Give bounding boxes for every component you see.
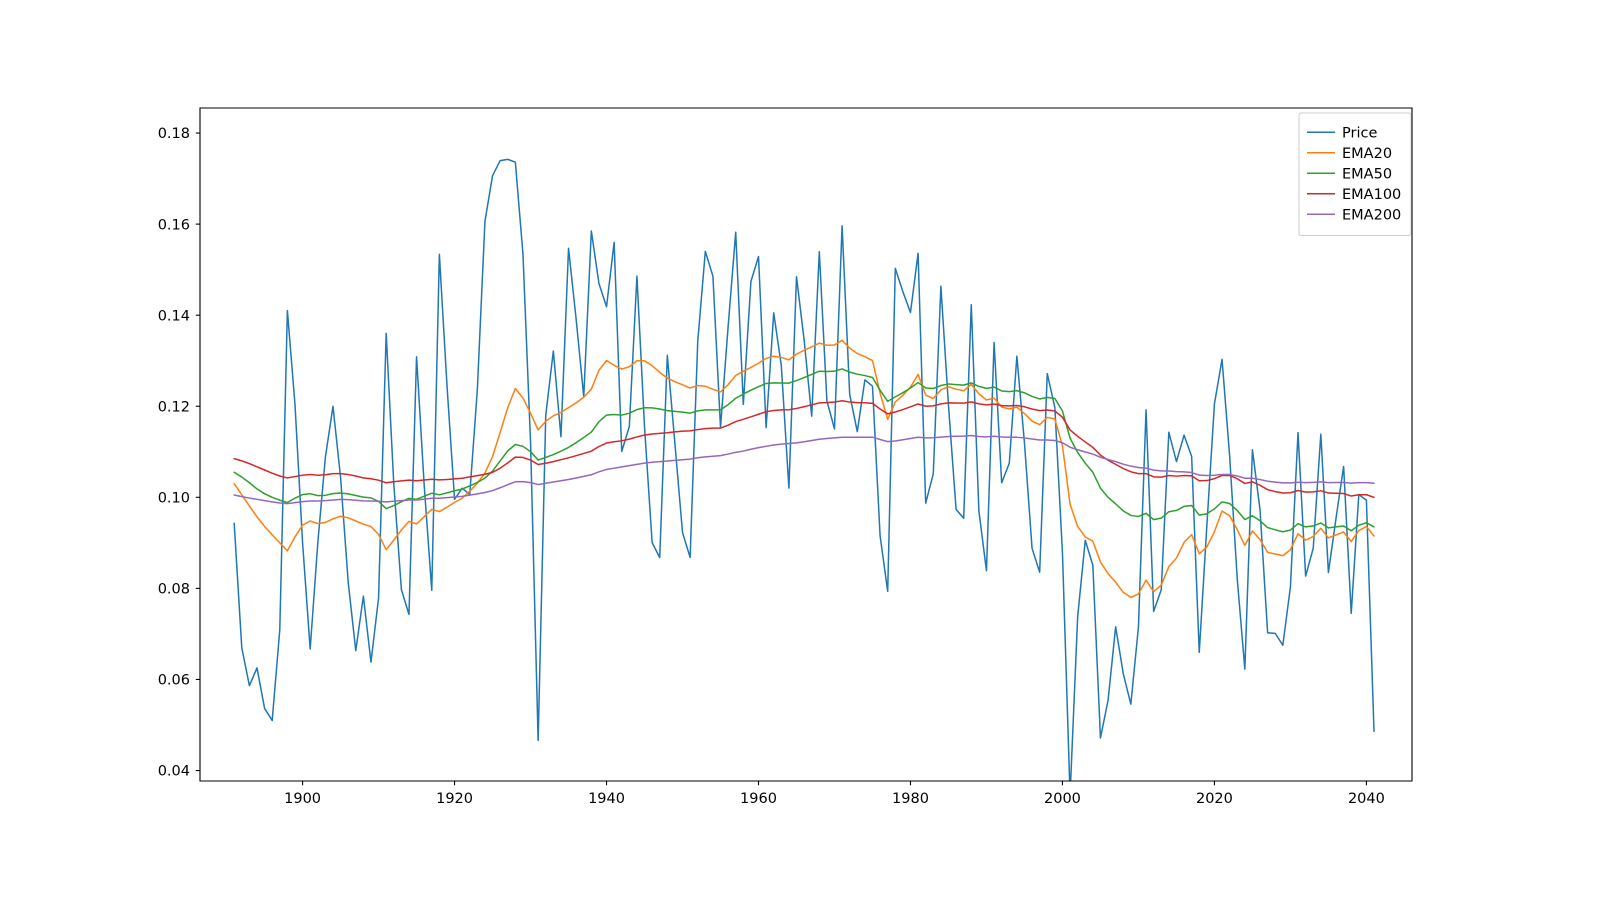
legend-label-ema100[interactable]: EMA100 (1342, 187, 1401, 203)
axis-tick-labels: 1900 1920 1940 1960 1980 2000 2020 2040 0.04 0.06… (158, 126, 1385, 807)
axis-ticks (195, 132, 1367, 786)
legend-label-ema50[interactable]: EMA50 (1342, 166, 1392, 182)
x-tick-label: 2000 (1044, 791, 1081, 807)
y-tick-label: 0.04 (158, 764, 190, 780)
y-tick-label: 0.16 (158, 217, 190, 233)
y-tick-label: 0.10 (158, 491, 190, 507)
axes-spines (199, 107, 1413, 782)
legend-label-ema20[interactable]: EMA20 (1342, 146, 1392, 162)
legend-frame (1298, 112, 1412, 236)
series-line-price (233, 158, 1375, 781)
legend-label-ema200[interactable]: EMA200 (1342, 207, 1401, 223)
y-tick-label: 0.14 (158, 308, 190, 324)
y-tick-label: 0.08 (158, 582, 190, 598)
series-line-ema100 (233, 400, 1375, 499)
x-tick-label: 2040 (1348, 791, 1385, 807)
x-tick-label: 1980 (892, 791, 929, 807)
chart-legend[interactable]: Price EMA20 EMA50 EMA100 EMA200 (1298, 112, 1412, 236)
y-tick-label: 0.18 (158, 126, 190, 142)
x-tick-label: 1960 (740, 791, 777, 807)
axes-frame (199, 107, 1413, 782)
series-line-ema50 (233, 368, 1375, 533)
data-series-group (233, 158, 1375, 781)
y-tick-label: 0.12 (158, 399, 190, 415)
series-line-ema20 (233, 339, 1375, 599)
y-tick-label: 0.06 (158, 673, 190, 689)
x-tick-label: 1900 (284, 791, 321, 807)
x-tick-label: 2020 (1196, 791, 1233, 807)
x-tick-label: 1920 (436, 791, 473, 807)
x-tick-label: 1940 (588, 791, 625, 807)
series-line-ema200 (233, 434, 1375, 505)
legend-label-price[interactable]: Price (1342, 125, 1377, 141)
